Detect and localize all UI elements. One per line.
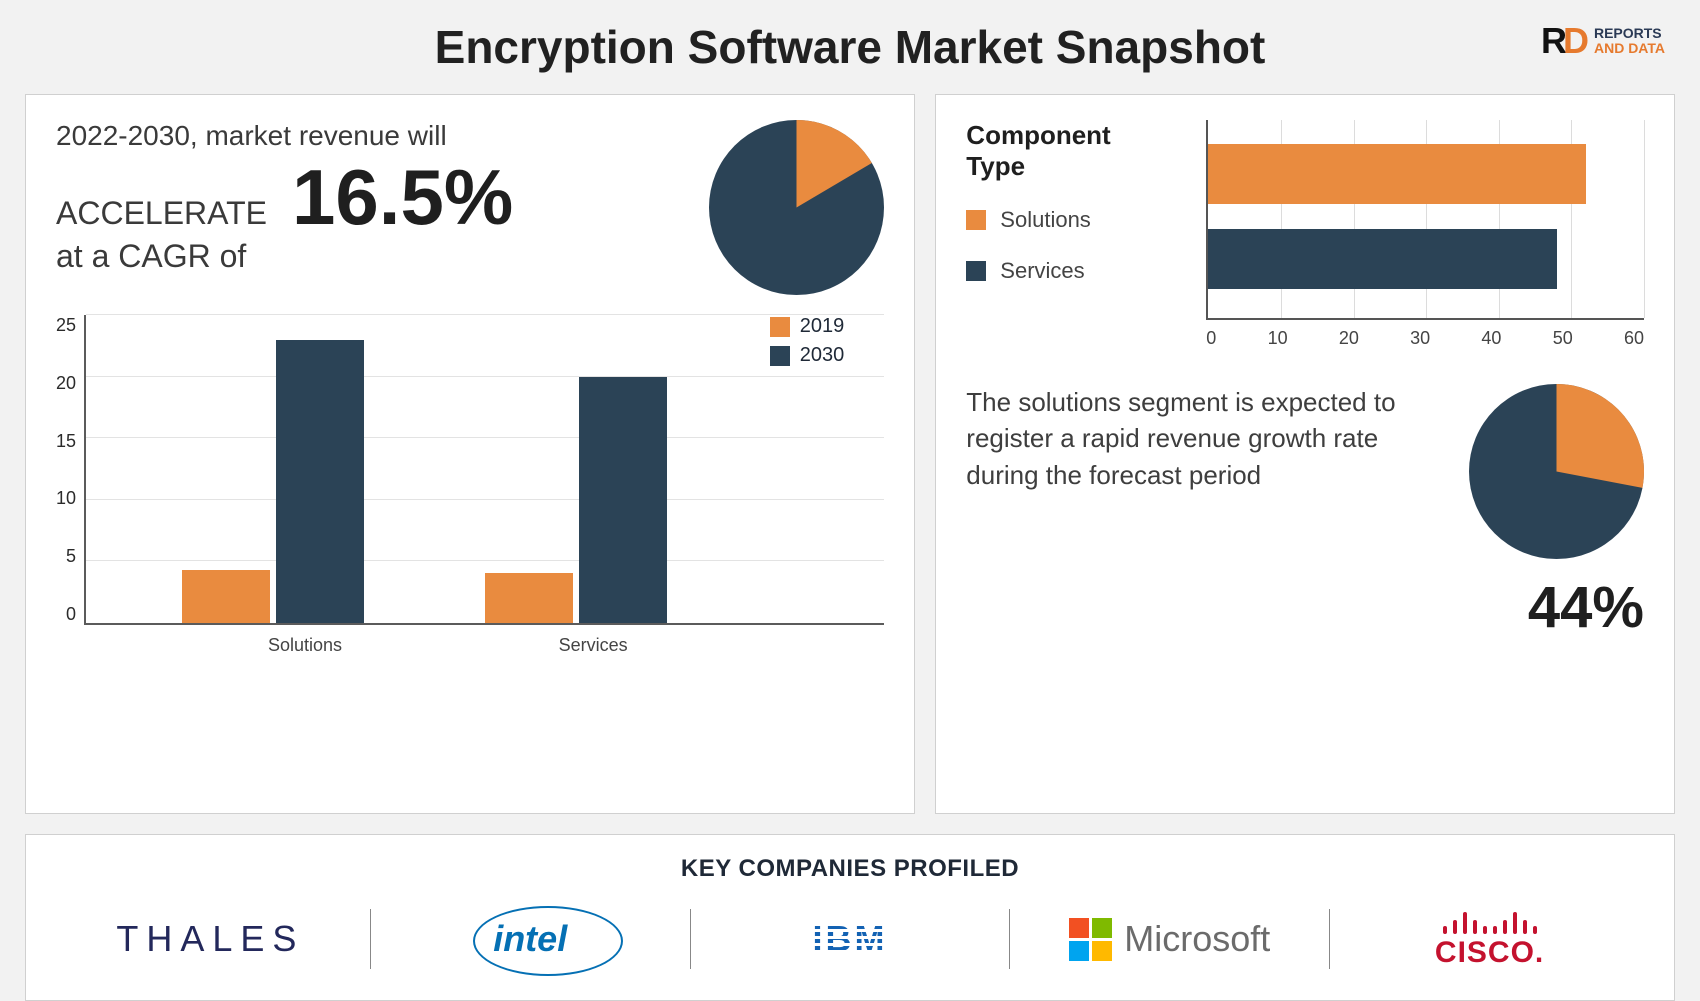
intel-logo: intel: [493, 918, 567, 960]
plot-wrap: SolutionsServices 20192030: [84, 315, 884, 788]
page-title: Encryption Software Market Snapshot: [25, 20, 1675, 74]
company-intel: intel: [371, 918, 690, 960]
pie-and-percent: 44%: [1469, 384, 1644, 641]
microsoft-icon: [1069, 918, 1112, 961]
lead-line: 2022-2030, market revenue will: [56, 120, 513, 152]
company-row: THALES intel IBM Microsoft CISCO.: [51, 908, 1649, 970]
logo-r-letter: R: [1541, 20, 1565, 62]
cisco-bars-icon: [1443, 908, 1537, 934]
component-legend: SolutionsServices: [966, 207, 1176, 284]
insight-row: The solutions segment is expected to reg…: [966, 384, 1644, 641]
company-ibm: IBM: [691, 918, 1010, 960]
insight-text: The solutions segment is expected to reg…: [966, 384, 1444, 493]
hbar-plot: [1206, 120, 1644, 320]
year-legend: 20192030: [770, 315, 845, 373]
lead-text-block: 2022-2030, market revenue will ACCELERAT…: [56, 120, 513, 275]
plot-area: [84, 315, 884, 625]
hbar-x-labels: 0102030405060: [1206, 328, 1644, 349]
microsoft-text: Microsoft: [1124, 918, 1270, 960]
accel-line2: at a CAGR of: [56, 238, 267, 275]
left-panel: 2022-2030, market revenue will ACCELERAT…: [25, 94, 915, 814]
comp-title-text: Component Type: [966, 120, 1110, 181]
intel-ellipse-icon: [473, 906, 623, 976]
logo-line2: AND DATA: [1594, 41, 1665, 56]
x-labels: SolutionsServices: [126, 635, 884, 660]
grouped-bar-chart: 2520151050 SolutionsServices 20192030: [56, 315, 884, 788]
right-panel: Component Type SolutionsServices 0102030…: [935, 94, 1675, 814]
logo-d-letter: D: [1563, 20, 1589, 62]
lead-row: 2022-2030, market revenue will ACCELERAT…: [56, 120, 884, 295]
accel-row: ACCELERATE at a CAGR of 16.5%: [56, 152, 513, 275]
company-microsoft: Microsoft: [1010, 918, 1329, 961]
companies-panel: KEY COMPANIES PROFILED THALES intel IBM …: [25, 834, 1675, 1001]
logo-line1: REPORTS: [1594, 26, 1665, 41]
component-row: Component Type SolutionsServices 0102030…: [966, 120, 1644, 349]
percent-label: 44%: [1469, 574, 1644, 641]
pie-chart-small: [709, 120, 884, 295]
brand-logo: R D REPORTS AND DATA: [1541, 20, 1665, 62]
company-thales: THALES: [51, 918, 370, 960]
logo-mark: R D: [1541, 20, 1589, 62]
y-axis: 2520151050: [56, 315, 84, 625]
companies-title: KEY COMPANIES PROFILED: [51, 855, 1649, 883]
component-title: Component Type: [966, 120, 1176, 182]
cagr-value: 16.5%: [292, 152, 513, 243]
logo-text: REPORTS AND DATA: [1594, 26, 1665, 57]
main-grid: 2022-2030, market revenue will ACCELERAT…: [25, 94, 1675, 814]
cisco-logo: CISCO.: [1435, 908, 1544, 970]
accel-text: ACCELERATE at a CAGR of: [56, 189, 267, 275]
component-legend-block: Component Type SolutionsServices: [966, 120, 1176, 349]
horizontal-bar-chart: 0102030405060: [1206, 120, 1644, 349]
header: Encryption Software Market Snapshot R D …: [25, 20, 1675, 74]
ibm-text: IBM: [812, 918, 887, 960]
pie-chart-big: [1469, 384, 1644, 559]
accel-word: ACCELERATE: [56, 195, 267, 232]
cisco-text: CISCO.: [1435, 936, 1544, 970]
company-cisco: CISCO.: [1330, 908, 1649, 970]
